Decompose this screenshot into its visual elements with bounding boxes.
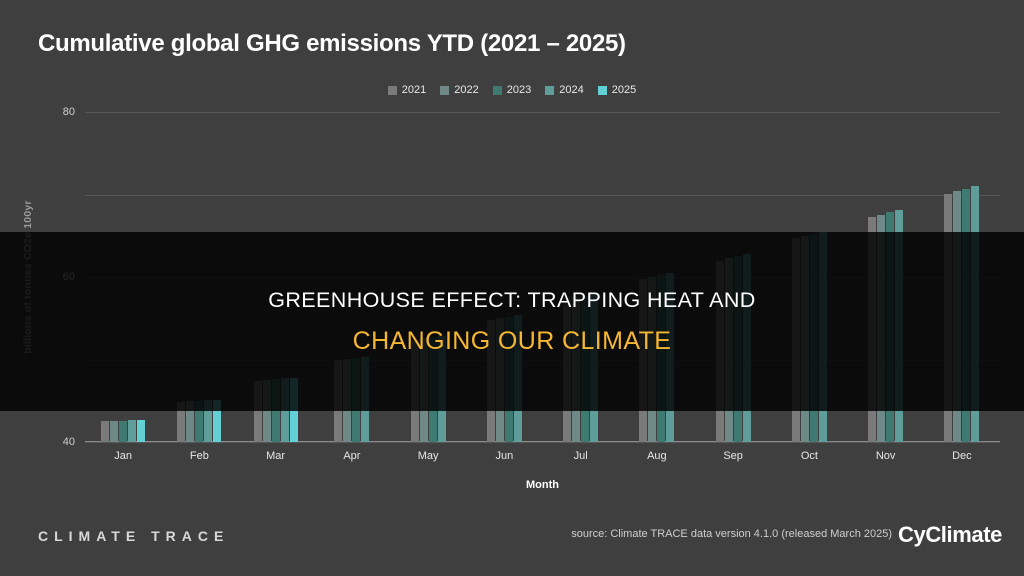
chart-legend: 2021 2022 2023 2024 2025 [0,84,1024,96]
legend-item-2021[interactable]: 2021 [387,84,427,96]
legend-label: 2022 [454,84,479,96]
bar-2024-Feb[interactable] [204,399,213,442]
x-axis-tick: Sep [723,450,743,462]
x-axis-tick: Dec [952,450,972,462]
page-title: Cumulative global GHG emissions YTD (202… [38,30,626,57]
legend-swatch-icon [492,85,502,95]
bar-2022-Jan[interactable] [110,420,119,442]
overlay-caption: GREENHOUSE EFFECT: TRAPPING HEAT AND CHA… [0,232,1024,411]
bar-2025-Feb[interactable] [213,399,222,442]
bar-2023-Feb[interactable] [195,400,204,442]
overlay-caption-line2: CHANGING OUR CLIMATE [352,326,672,355]
legend-item-2024[interactable]: 2024 [545,84,584,96]
legend-item-2023[interactable]: 2023 [492,84,532,96]
legend-item-2022[interactable]: 2022 [440,84,479,96]
legend-label: 2025 [611,84,637,96]
legend-swatch-icon [597,85,607,95]
legend-swatch-icon [545,85,555,95]
legend-label: 2021 [401,84,427,96]
x-axis-tick: Oct [800,450,818,462]
legend-label: 2024 [559,84,584,96]
legend-label: 2023 [506,84,532,96]
gridline: 0 [85,442,1000,443]
bar-group: Feb [161,112,237,462]
x-axis-tick: Jun [495,450,514,462]
bar-2024-Jan[interactable] [128,420,137,442]
legend-swatch-icon [440,85,450,95]
bar-2021-Jan[interactable] [101,421,110,442]
x-axis-tick: Mar [266,450,286,462]
x-axis-tick: Aug [647,450,667,462]
x-axis-tick: May [417,450,439,462]
x-axis-tick: Nov [875,450,896,462]
legend-swatch-icon [387,85,397,95]
x-axis-label: Month [526,479,559,491]
bar-2023-Jan[interactable] [119,420,128,442]
cyclimate-logo: CyClimate [898,522,1002,547]
x-axis-tick: Apr [343,450,361,462]
bar-2021-Mar[interactable] [253,380,262,442]
bar-2022-Mar[interactable] [262,380,271,442]
y-axis-tick: 40 [62,436,75,448]
bar-2022-Feb[interactable] [186,401,195,442]
x-axis-tick: Jan [114,450,132,462]
x-axis-line [85,441,1000,442]
y-axis-tick: 80 [62,106,75,118]
x-axis-tick: Feb [189,450,209,462]
x-axis-tick: Jul [573,450,588,462]
bar-group: Jan [85,112,161,462]
gridline: 80 [63,106,1000,118]
bar-2025-Jan[interactable] [137,419,146,442]
overlay-caption-line1: GREENHOUSE EFFECT: TRAPPING HEAT AND [268,287,756,312]
legend-item-2025[interactable]: 2025 [597,84,637,96]
climate-trace-logo: CLIMATE TRACE [38,528,230,544]
bar-2021-Feb[interactable] [177,402,186,442]
source-note: source: Climate TRACE data version 4.1.0… [571,528,892,540]
